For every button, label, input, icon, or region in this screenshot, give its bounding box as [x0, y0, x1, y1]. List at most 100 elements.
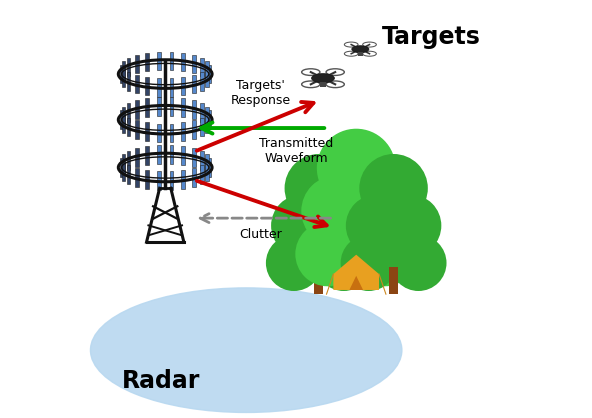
- Bar: [205, 114, 209, 133]
- Bar: [320, 82, 326, 87]
- Bar: [169, 145, 173, 164]
- Bar: [200, 58, 204, 76]
- Bar: [120, 110, 124, 129]
- Bar: [181, 122, 185, 141]
- Bar: [157, 51, 161, 70]
- Ellipse shape: [311, 74, 334, 83]
- Circle shape: [301, 175, 373, 247]
- Bar: [121, 114, 126, 133]
- Bar: [207, 110, 211, 129]
- Bar: [127, 117, 130, 136]
- Bar: [135, 148, 139, 167]
- Bar: [192, 148, 195, 167]
- Bar: [358, 52, 363, 56]
- Bar: [181, 170, 185, 189]
- Text: Transmitted
Waveform: Transmitted Waveform: [259, 137, 333, 165]
- Bar: [157, 97, 161, 116]
- Bar: [145, 146, 149, 165]
- Circle shape: [317, 129, 395, 207]
- Circle shape: [304, 194, 366, 257]
- Bar: [145, 53, 149, 71]
- Bar: [205, 69, 209, 87]
- Circle shape: [286, 214, 352, 279]
- Bar: [169, 171, 173, 190]
- Circle shape: [285, 154, 353, 222]
- Bar: [127, 58, 130, 76]
- Circle shape: [339, 175, 411, 247]
- Bar: [127, 151, 130, 170]
- Bar: [169, 78, 173, 97]
- Bar: [121, 61, 126, 80]
- Bar: [207, 158, 211, 177]
- Bar: [135, 75, 139, 94]
- Bar: [205, 107, 209, 125]
- Circle shape: [271, 194, 333, 257]
- Bar: [205, 61, 209, 80]
- Bar: [157, 171, 161, 190]
- Bar: [200, 103, 204, 122]
- Bar: [192, 75, 195, 94]
- Bar: [145, 122, 149, 141]
- Bar: [200, 151, 204, 170]
- Circle shape: [361, 181, 426, 246]
- Circle shape: [318, 159, 394, 234]
- Bar: [169, 124, 173, 142]
- Bar: [389, 267, 398, 294]
- Bar: [135, 55, 139, 73]
- Bar: [127, 165, 130, 184]
- Bar: [192, 100, 195, 119]
- Bar: [145, 170, 149, 189]
- Bar: [192, 55, 195, 73]
- Text: Targets: Targets: [381, 25, 480, 48]
- Bar: [351, 259, 362, 290]
- Bar: [205, 162, 209, 181]
- Circle shape: [295, 222, 360, 286]
- Circle shape: [379, 194, 441, 257]
- Bar: [205, 154, 209, 173]
- Bar: [181, 146, 185, 165]
- Ellipse shape: [352, 46, 369, 53]
- Text: Radar: Radar: [122, 370, 200, 393]
- Bar: [200, 165, 204, 184]
- Circle shape: [353, 222, 417, 286]
- Bar: [314, 267, 323, 294]
- Polygon shape: [333, 255, 379, 290]
- Polygon shape: [349, 276, 363, 290]
- Circle shape: [266, 235, 322, 291]
- Circle shape: [391, 235, 446, 291]
- Bar: [121, 69, 126, 87]
- Circle shape: [361, 214, 426, 279]
- Circle shape: [316, 235, 372, 291]
- Circle shape: [346, 194, 408, 257]
- Text: Targets'
Response: Targets' Response: [231, 79, 291, 107]
- Bar: [200, 117, 204, 136]
- Bar: [157, 145, 161, 164]
- Bar: [135, 168, 139, 187]
- Bar: [192, 168, 195, 187]
- Bar: [192, 120, 195, 139]
- Text: Clutter: Clutter: [239, 228, 282, 241]
- Bar: [120, 65, 124, 84]
- Bar: [181, 53, 185, 71]
- Bar: [157, 78, 161, 97]
- Bar: [169, 51, 173, 70]
- Bar: [127, 103, 130, 122]
- Bar: [169, 97, 173, 116]
- Bar: [181, 98, 185, 117]
- Circle shape: [359, 154, 428, 222]
- Bar: [120, 158, 124, 177]
- Bar: [127, 72, 130, 91]
- Circle shape: [340, 235, 397, 291]
- Bar: [200, 72, 204, 91]
- Bar: [145, 77, 149, 95]
- Circle shape: [286, 181, 352, 246]
- Bar: [207, 65, 211, 84]
- Bar: [121, 162, 126, 181]
- Bar: [121, 154, 126, 173]
- Bar: [181, 77, 185, 95]
- Circle shape: [318, 197, 394, 273]
- Bar: [135, 100, 139, 119]
- Bar: [157, 124, 161, 142]
- Bar: [145, 98, 149, 117]
- Bar: [135, 120, 139, 139]
